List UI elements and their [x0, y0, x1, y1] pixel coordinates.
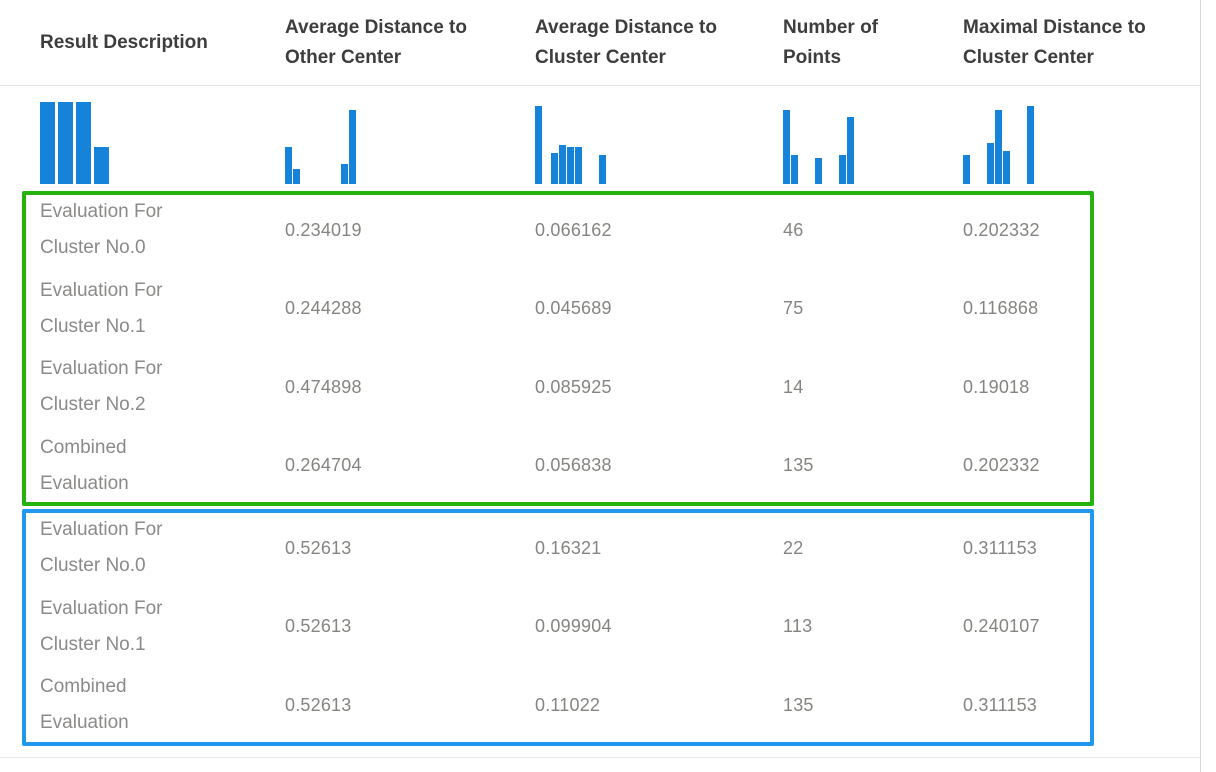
column-header-avg-distance-cluster-center[interactable]: Average Distance to Cluster Center — [535, 16, 717, 68]
cell-max-distance-cluster-center: 0.311153 — [963, 537, 1038, 558]
cell-avg-distance-other-center: 0.234019 — [285, 219, 362, 240]
row-label: Evaluation For Cluster No.1 — [40, 279, 163, 337]
row-label: Combined Evaluation — [40, 676, 129, 734]
histogram-avg-distance-other-center[interactable] — [285, 102, 535, 184]
cell-max-distance-cluster-center: 0.311153 — [963, 694, 1038, 715]
cell-number-of-points: 113 — [783, 616, 813, 637]
row-label: Evaluation For Cluster No.0 — [40, 201, 163, 259]
evaluation-group-1: Evaluation For Cluster No.0 0.234019 0.0… — [0, 191, 1200, 505]
cell-max-distance-cluster-center: 0.202332 — [963, 219, 1040, 240]
evaluation-group-2: Evaluation For Cluster No.0 0.52613 0.16… — [0, 509, 1200, 745]
table-header-row: Result Description Average Distance to O… — [0, 0, 1200, 86]
cell-avg-distance-other-center: 0.474898 — [285, 376, 362, 397]
table-row: Evaluation For Cluster No.2 0.474898 0.0… — [40, 348, 1180, 427]
cell-number-of-points: 14 — [783, 376, 804, 397]
cell-max-distance-cluster-center: 0.19018 — [963, 376, 1030, 397]
cell-max-distance-cluster-center: 0.240107 — [963, 616, 1040, 637]
cell-avg-distance-cluster-center: 0.099904 — [535, 616, 612, 637]
cell-number-of-points: 22 — [783, 537, 804, 558]
cell-number-of-points: 135 — [783, 694, 814, 715]
pane-bottom-border — [0, 757, 1200, 758]
cell-max-distance-cluster-center: 0.116868 — [963, 298, 1039, 319]
cell-avg-distance-other-center: 0.52613 — [285, 537, 352, 558]
table-row: Combined Evaluation 0.52613 0.11022 135 … — [40, 666, 1180, 745]
row-label: Combined Evaluation — [40, 436, 129, 494]
histogram-max-distance-cluster-center[interactable] — [963, 102, 1180, 184]
table-row: Evaluation For Cluster No.1 0.52613 0.09… — [40, 588, 1180, 667]
cell-avg-distance-cluster-center: 0.085925 — [535, 376, 612, 397]
histogram-avg-distance-cluster-center[interactable] — [535, 102, 783, 184]
table-row: Evaluation For Cluster No.0 0.52613 0.16… — [40, 509, 1180, 588]
column-header-number-of-points[interactable]: Number of Points — [783, 16, 878, 68]
row-label: Evaluation For Cluster No.0 — [40, 519, 163, 577]
cell-number-of-points: 75 — [783, 298, 804, 319]
cell-number-of-points: 46 — [783, 219, 804, 240]
column-header-max-distance-cluster-center[interactable]: Maximal Distance to Cluster Center — [963, 16, 1146, 68]
cell-max-distance-cluster-center: 0.202332 — [963, 455, 1040, 476]
cell-avg-distance-other-center: 0.52613 — [285, 616, 352, 637]
table-row: Combined Evaluation 0.264704 0.056838 13… — [40, 427, 1180, 506]
cell-number-of-points: 135 — [783, 455, 814, 476]
cell-avg-distance-cluster-center: 0.11022 — [535, 694, 601, 715]
pane-right-border — [1200, 0, 1201, 772]
cell-avg-distance-other-center: 0.264704 — [285, 455, 362, 476]
cell-avg-distance-other-center: 0.52613 — [285, 694, 352, 715]
column-header-avg-distance-other-center[interactable]: Average Distance to Other Center — [285, 16, 467, 68]
cell-avg-distance-other-center: 0.244288 — [285, 298, 362, 319]
cell-avg-distance-cluster-center: 0.066162 — [535, 219, 612, 240]
table-row: Evaluation For Cluster No.0 0.234019 0.0… — [40, 191, 1180, 270]
cell-avg-distance-cluster-center: 0.045689 — [535, 298, 612, 319]
column-header-result-description[interactable]: Result Description — [40, 31, 208, 53]
histogram-number-of-points[interactable] — [783, 102, 963, 184]
histogram-row — [0, 86, 1200, 186]
cell-avg-distance-cluster-center: 0.16321 — [535, 537, 602, 558]
table-row: Evaluation For Cluster No.1 0.244288 0.0… — [40, 270, 1180, 349]
row-label: Evaluation For Cluster No.1 — [40, 597, 163, 655]
histogram-result-description[interactable] — [40, 102, 285, 184]
row-label: Evaluation For Cluster No.2 — [40, 358, 163, 416]
cell-avg-distance-cluster-center: 0.056838 — [535, 455, 612, 476]
